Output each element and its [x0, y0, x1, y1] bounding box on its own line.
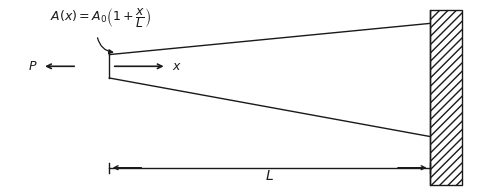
Text: $L$: $L$	[265, 169, 274, 183]
Polygon shape	[109, 23, 430, 136]
Text: $A(x) = A_0\left(1 + \dfrac{x}{L}\right)$: $A(x) = A_0\left(1 + \dfrac{x}{L}\right)…	[50, 6, 151, 30]
Bar	[430, 10, 462, 185]
Text: x: x	[172, 60, 180, 73]
Text: P: P	[29, 60, 36, 73]
